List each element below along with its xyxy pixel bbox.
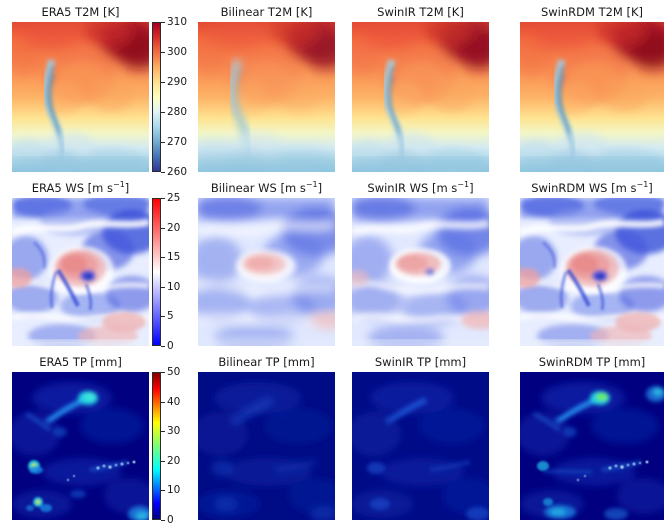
colorbar-tp: 50 40 30 20 10 0 xyxy=(152,366,180,526)
colorbar-ws-gradient xyxy=(152,198,161,346)
heatmap-era5-ws xyxy=(12,198,149,346)
panel-bilinear-tp xyxy=(198,372,335,520)
colorbar-tick-label: 0 xyxy=(167,340,174,352)
colorbar-tick xyxy=(161,82,165,83)
colorbar-tick xyxy=(161,227,165,229)
colorbar-tick xyxy=(161,346,165,347)
colorbar-tick xyxy=(161,52,165,53)
heatmap-swinir-ws xyxy=(352,198,489,346)
panel-era5-t2m xyxy=(12,22,149,172)
panel-title-swinir-t2m: SwinIR T2M [K] xyxy=(377,5,464,19)
colorbar-tick xyxy=(161,257,165,259)
panel-title-bilinear-ws: Bilinear WS [m s−1] xyxy=(210,180,323,195)
colorbar-tick xyxy=(161,142,165,143)
colorbar-t2m-gradient xyxy=(152,22,161,172)
colorbar-tick-label: 310 xyxy=(167,16,188,28)
colorbar-tick xyxy=(161,172,165,173)
heatmap-bilinear-tp xyxy=(198,372,335,520)
colorbar-tick-label: 5 xyxy=(167,310,174,323)
panel-title-swinrdm-ws: SwinRDM WS [m s−1] xyxy=(531,180,653,195)
colorbar-tick xyxy=(161,490,165,492)
colorbar-tick-label: 50 xyxy=(167,366,181,378)
panel-bilinear-ws xyxy=(198,198,335,346)
heatmap-swinrdm-t2m xyxy=(520,22,664,172)
colorbar-tick-label: 10 xyxy=(167,280,181,293)
colorbar-tick-label: 20 xyxy=(167,221,181,234)
colorbar-tick xyxy=(161,401,165,403)
panel-bilinear-t2m xyxy=(198,22,335,172)
colorbar-tick xyxy=(161,112,165,113)
colorbar-tick xyxy=(161,22,165,23)
heatmap-era5-tp xyxy=(12,372,149,520)
colorbar-tick-label: 30 xyxy=(167,425,181,438)
colorbar-tick-label: 40 xyxy=(167,395,181,408)
panel-swinir-ws xyxy=(352,198,489,346)
panel-title-era5-tp: ERA5 TP [mm] xyxy=(39,355,122,369)
colorbar-tick xyxy=(161,372,165,373)
colorbar-tp-gradient xyxy=(152,372,161,520)
heatmap-swinrdm-ws xyxy=(520,198,664,346)
heatmap-swinir-t2m xyxy=(352,22,489,172)
colorbar-tick xyxy=(161,520,165,521)
colorbar-tick-label: 20 xyxy=(167,454,181,467)
panel-swinrdm-ws xyxy=(520,198,664,346)
colorbar-tick-label: 280 xyxy=(167,106,188,118)
panel-swinir-tp xyxy=(352,372,489,520)
panel-era5-tp xyxy=(12,372,149,520)
colorbar-tick xyxy=(161,460,165,462)
panel-title-swinrdm-tp: SwinRDM TP [mm] xyxy=(538,355,646,369)
colorbar-t2m: 310 300 290 280 270 260 xyxy=(152,16,187,178)
heatmap-swinrdm-tp xyxy=(520,372,664,520)
panel-title-swinir-tp: SwinIR TP [mm] xyxy=(374,355,467,369)
colorbar-ws: 25 20 15 10 5 0 xyxy=(152,192,180,352)
colorbar-tick xyxy=(161,316,165,318)
colorbar-tick-label: 300 xyxy=(167,46,188,58)
panel-title-era5-t2m: ERA5 T2M [K] xyxy=(41,5,120,19)
colorbar-tick xyxy=(161,431,165,433)
colorbar-tick-label: 290 xyxy=(167,76,188,88)
colorbar-tick-label: 270 xyxy=(167,136,188,148)
colorbar-tick xyxy=(161,198,165,199)
panel-swinir-t2m xyxy=(352,22,489,172)
heatmap-era5-t2m xyxy=(12,22,149,172)
colorbar-tick xyxy=(161,286,165,288)
panel-swinrdm-t2m xyxy=(520,22,664,172)
colorbar-tick-label: 15 xyxy=(167,251,181,264)
colorbar-tick-label: 260 xyxy=(167,166,188,178)
heatmap-swinir-tp xyxy=(352,372,489,520)
colorbar-tick-label: 10 xyxy=(167,484,181,497)
panel-title-bilinear-t2m: Bilinear T2M [K] xyxy=(220,5,313,19)
panel-title-bilinear-tp: Bilinear TP [mm] xyxy=(218,355,315,369)
panel-title-swinir-ws: SwinIR WS [m s−1] xyxy=(367,180,474,195)
colorbar-tick-label: 25 xyxy=(167,192,181,204)
panel-title-swinrdm-t2m: SwinRDM T2M [K] xyxy=(540,5,644,19)
panel-title-era5-ws: ERA5 WS [m s−1] xyxy=(31,180,130,195)
heatmap-bilinear-t2m xyxy=(198,22,335,172)
colorbar-tick-label: 0 xyxy=(167,514,174,526)
panel-swinrdm-tp xyxy=(520,372,664,520)
heatmap-bilinear-ws xyxy=(198,198,335,346)
panel-era5-ws xyxy=(12,198,149,346)
